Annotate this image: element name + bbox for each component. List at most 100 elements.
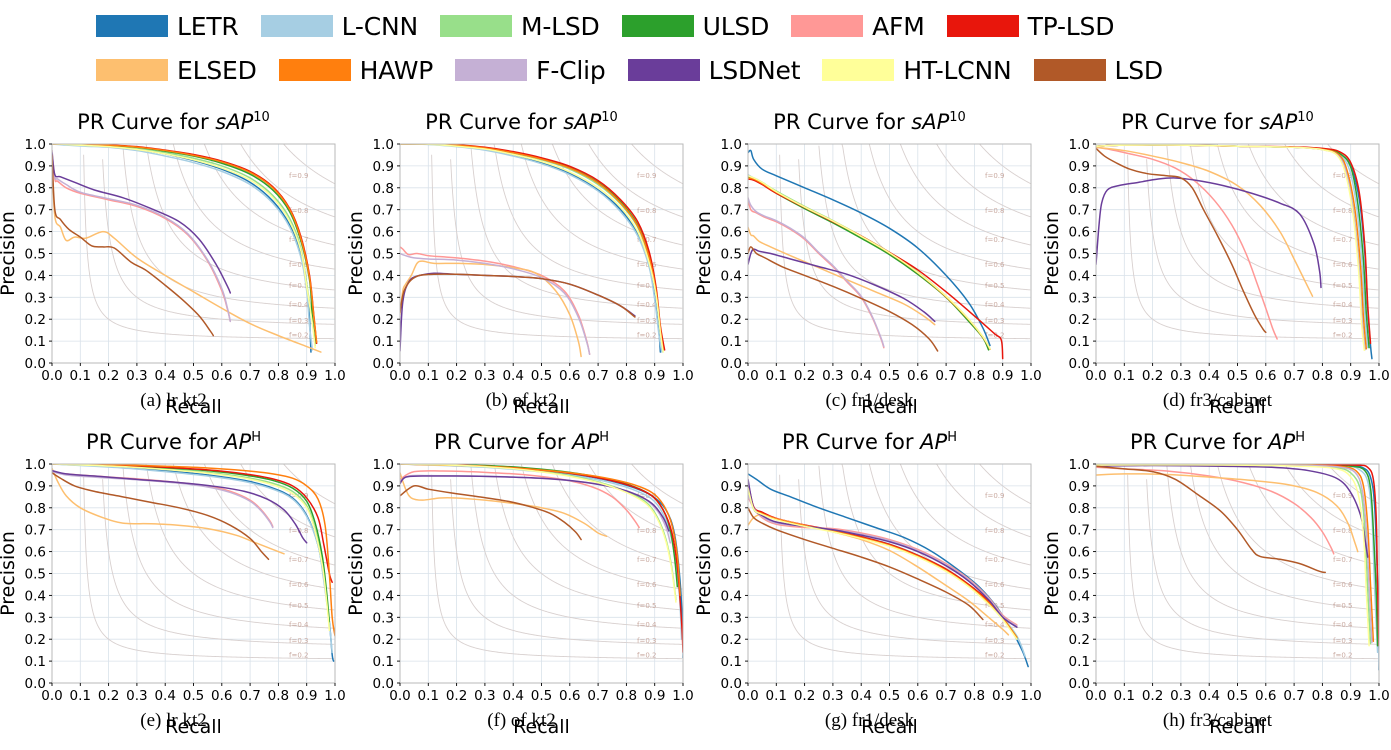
- svg-text:f=0.4: f=0.4: [637, 621, 657, 629]
- svg-text:f=0.6: f=0.6: [1333, 261, 1353, 269]
- svg-text:0.9: 0.9: [25, 159, 46, 175]
- y-axis-label: Precision: [1044, 531, 1063, 616]
- svg-text:f=0.6: f=0.6: [1333, 581, 1353, 589]
- pr-curve-chart: f=0.2f=0.3f=0.4f=0.5f=0.6f=0.7f=0.8f=0.9…: [348, 457, 694, 738]
- svg-text:f=0.8: f=0.8: [985, 207, 1004, 215]
- pr-curve-chart: f=0.2f=0.3f=0.4f=0.5f=0.6f=0.7f=0.8f=0.9…: [348, 137, 694, 418]
- y-axis-label: Precision: [0, 211, 19, 296]
- pr-curve-chart: f=0.2f=0.3f=0.4f=0.5f=0.6f=0.7f=0.8f=0.9…: [0, 457, 346, 738]
- axis-ticks: 0.0 0.1 0.2 0.3 0.4 0.5 0.6 0.7 0.8 0.9 1.0 0.0 0.1 0…: [25, 137, 346, 384]
- plot-panel-a: PR Curve for sAP10 f=0.2 f=0.3 f=0.4 f=0.5 f=…: [0, 104, 347, 419]
- series-group: [1096, 464, 1379, 671]
- svg-text:0.8: 0.8: [721, 181, 742, 197]
- svg-text:0.4: 0.4: [1069, 268, 1090, 284]
- svg-text:0.0: 0.0: [1069, 356, 1090, 372]
- svg-text:0.1: 0.1: [70, 688, 91, 704]
- svg-text:1.0: 1.0: [1368, 368, 1389, 384]
- svg-text:0.0: 0.0: [41, 368, 62, 384]
- axis-ticks: 0.0 0.1 0.2 0.3 0.4 0.5 0.6 0.7 0.8 0.9 1.0 0.0 0.1 0…: [721, 137, 1042, 384]
- svg-text:0.9: 0.9: [721, 159, 742, 175]
- svg-text:f=0.4: f=0.4: [985, 621, 1005, 629]
- svg-text:1.0: 1.0: [672, 368, 693, 384]
- svg-text:f=0.3: f=0.3: [289, 317, 308, 325]
- svg-text:0.2: 0.2: [1069, 312, 1090, 328]
- svg-text:0.2: 0.2: [25, 632, 46, 648]
- series-line-ht-lcnn: [400, 144, 664, 353]
- legend-row-2: ELSED HAWP F-Clip LSDNet HT-LCNN LSD: [0, 48, 1391, 92]
- series-line-elsed: [1096, 146, 1314, 297]
- svg-text:0.8: 0.8: [964, 368, 985, 384]
- svg-text:0.1: 0.1: [1069, 334, 1090, 350]
- series-line-lsd: [400, 273, 636, 318]
- svg-text:0.2: 0.2: [1142, 688, 1163, 704]
- svg-text:0.5: 0.5: [1069, 567, 1090, 583]
- legend-label-ht-lcnn: HT-LCNN: [903, 55, 1012, 85]
- svg-text:1.0: 1.0: [1069, 457, 1090, 473]
- svg-text:0.1: 0.1: [1114, 688, 1135, 704]
- axis-ticks: 0.0 0.1 0.2 0.3 0.4 0.5 0.6 0.7 0.8 0.9 1.0 0.0 0.1 0…: [1069, 457, 1390, 704]
- series-line-elsed: [400, 472, 608, 538]
- svg-text:1.0: 1.0: [1069, 137, 1090, 153]
- series-line-afm: [748, 496, 1018, 626]
- svg-text:f=0.8: f=0.8: [1333, 527, 1352, 535]
- svg-text:0.2: 0.2: [98, 688, 119, 704]
- svg-text:0.3: 0.3: [373, 610, 394, 626]
- svg-text:0.2: 0.2: [373, 632, 394, 648]
- svg-text:f=0.8: f=0.8: [637, 207, 656, 215]
- svg-text:f=0.9: f=0.9: [985, 492, 1004, 500]
- pr-curve-chart: f=0.2f=0.3f=0.4f=0.5f=0.6f=0.7f=0.8f=0.9…: [696, 457, 1042, 738]
- svg-text:0.3: 0.3: [822, 688, 843, 704]
- svg-text:0.6: 0.6: [559, 368, 580, 384]
- series-line-lsd: [1096, 147, 1267, 334]
- legend-item-afm: AFM: [791, 12, 925, 41]
- svg-text:0.1: 0.1: [721, 654, 742, 670]
- series-line-lsd: [1096, 465, 1326, 574]
- plot-title: PR Curve for sAP10: [1121, 110, 1314, 134]
- svg-text:0.6: 0.6: [211, 688, 232, 704]
- series-group: [1096, 144, 1373, 360]
- svg-text:f=0.3: f=0.3: [1333, 317, 1352, 325]
- svg-text:f=0.7: f=0.7: [985, 236, 1004, 244]
- svg-text:f=0.4: f=0.4: [637, 301, 657, 309]
- y-axis-label: Precision: [1044, 211, 1063, 296]
- svg-text:0.6: 0.6: [1255, 368, 1276, 384]
- svg-text:f=0.2: f=0.2: [637, 332, 656, 340]
- legend-label-lsdnet: LSDNet: [708, 55, 801, 85]
- series-group: [748, 149, 1004, 360]
- series-line-hawp: [748, 485, 1018, 639]
- svg-text:0.0: 0.0: [25, 356, 46, 372]
- svg-text:f=0.6: f=0.6: [637, 581, 657, 589]
- series-line-lsd: [52, 154, 215, 337]
- x-axis-label: Recall: [165, 396, 222, 418]
- series-line-ht-lcnn: [1096, 144, 1366, 352]
- svg-text:0.0: 0.0: [25, 676, 46, 692]
- plot-panel-h: PR Curve for APH f=0.2 f=0.3 f=0.4 f=0.5 f=0.…: [1044, 424, 1391, 739]
- svg-text:0.1: 0.1: [373, 334, 394, 350]
- svg-text:0.6: 0.6: [25, 545, 46, 561]
- svg-text:f=0.5: f=0.5: [637, 282, 656, 290]
- fscore-contours: f=0.2f=0.3f=0.4f=0.5f=0.6f=0.7f=0.8f=0.9: [83, 143, 335, 340]
- series-line-lsdnet: [52, 469, 308, 544]
- svg-text:0.8: 0.8: [964, 688, 985, 704]
- legend-label-f-clip: F-Clip: [536, 55, 606, 85]
- svg-text:0.4: 0.4: [25, 268, 46, 284]
- svg-text:f=0.4: f=0.4: [1333, 621, 1353, 629]
- svg-text:0.0: 0.0: [721, 356, 742, 372]
- svg-text:0.2: 0.2: [1142, 368, 1163, 384]
- caption-row-top: (a) lr kt2 (b) of kt2 (c) fr1/desk (d) f…: [0, 390, 1391, 420]
- fscore-contours: f=0.2f=0.3f=0.4f=0.5f=0.6f=0.7f=0.8f=0.9: [1127, 463, 1379, 660]
- x-axis-label: Recall: [861, 716, 918, 738]
- series-line-ht-lcnn: [52, 144, 316, 349]
- caption-g: (g) fr1/desk: [824, 710, 915, 731]
- series-line-ht-lcnn: [400, 464, 677, 603]
- svg-text:0.9: 0.9: [373, 479, 394, 495]
- series-line-ht-lcnn: [748, 487, 1018, 640]
- svg-text:0.3: 0.3: [1069, 290, 1090, 306]
- series-line-f-clip: [748, 493, 1018, 627]
- svg-text:0.0: 0.0: [1085, 368, 1106, 384]
- svg-text:0.5: 0.5: [721, 567, 742, 583]
- svg-text:0.9: 0.9: [1069, 159, 1090, 175]
- svg-text:f=0.9: f=0.9: [289, 172, 308, 180]
- svg-text:0.8: 0.8: [373, 501, 394, 517]
- svg-text:0.1: 0.1: [70, 368, 91, 384]
